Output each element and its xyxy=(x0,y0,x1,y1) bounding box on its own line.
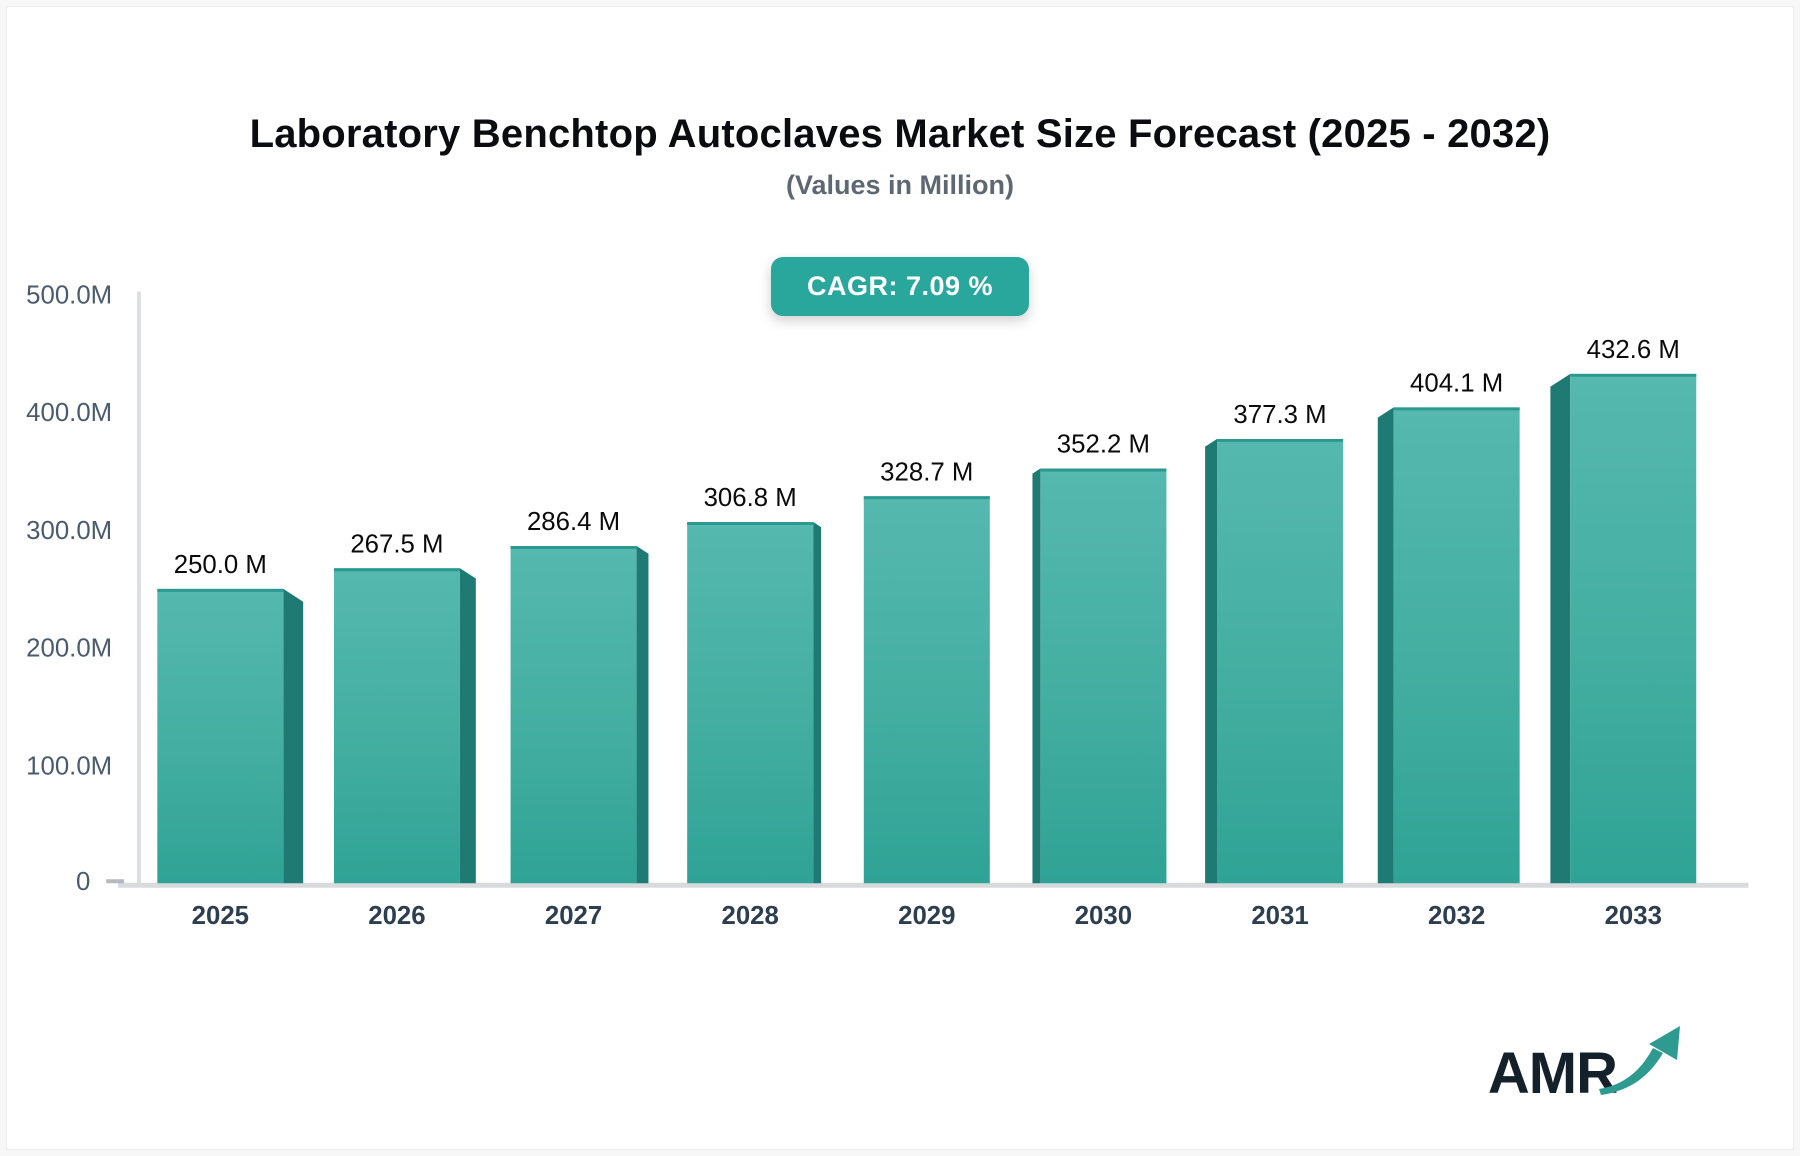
amr-logo: AMR xyxy=(1488,1025,1699,1103)
bar-value-label: 328.7 M xyxy=(880,458,973,486)
bar-2029 xyxy=(863,496,990,884)
y-axis-tick-label: 400.0M xyxy=(26,399,112,427)
bar-side-face xyxy=(1032,468,1041,884)
bar-chart: 500.0M 400.0M 300.0M 200.0M 100.0M 0 250.0 M 20… xyxy=(26,281,1749,930)
bar-2033 xyxy=(1570,373,1697,884)
amr-logo-text: AMR xyxy=(1487,1041,1618,1106)
bar-side-face xyxy=(636,546,649,884)
plot-area: 500.0M 400.0M 300.0M 200.0M 100.0M 0 250.0 M 20… xyxy=(26,281,1749,930)
chart-subtitle: (Values in Million) xyxy=(785,170,1015,200)
x-axis-year-label: 2027 xyxy=(545,902,602,930)
cagr-badge: CAGR: 7.09 % xyxy=(770,257,1030,316)
x-axis-year-label: 2028 xyxy=(721,902,778,930)
x-axis-year-label: 2033 xyxy=(1605,902,1662,930)
growth-arrow-icon xyxy=(1599,1026,1680,1095)
x-axis-year-label: 2026 xyxy=(368,902,425,930)
bar-value-label: 267.5 M xyxy=(350,531,443,559)
y-axis-tick-label: 100.0M xyxy=(26,752,112,780)
bar-value-label: 404.1 M xyxy=(1410,370,1503,398)
bar-side-face xyxy=(459,568,476,884)
bar-value-label: 377.3 M xyxy=(1233,401,1326,429)
bar-2027 xyxy=(510,546,637,884)
bar-value-label: 432.6 M xyxy=(1587,336,1680,364)
bar-side-face xyxy=(813,521,822,884)
x-axis-year-label: 2029 xyxy=(898,902,955,930)
chart-card: Laboratory Benchtop Autoclaves Market Si… xyxy=(6,6,1794,1150)
bar-2031 xyxy=(1217,438,1344,884)
bar-side-face xyxy=(1550,373,1571,884)
bar-value-label: 250.0 M xyxy=(174,551,267,579)
x-axis-year-label: 2032 xyxy=(1428,902,1485,930)
bar-2030 xyxy=(1040,468,1167,884)
bar-value-label: 352.2 M xyxy=(1057,431,1150,459)
bar-2028 xyxy=(687,521,814,884)
bar-2026 xyxy=(333,568,460,884)
bar-side-face xyxy=(1377,407,1394,884)
bar-value-label: 286.4 M xyxy=(527,508,620,536)
y-axis-tick-label: 300.0M xyxy=(26,517,112,545)
y-axis-tick-label: 500.0M xyxy=(26,281,112,309)
cagr-badge-label: CAGR: 7.09 % xyxy=(806,271,994,301)
bar-2025 xyxy=(157,588,284,884)
bar-value-label: 306.8 M xyxy=(704,484,797,512)
y-axis-tick-label: 0 xyxy=(76,868,90,896)
bar-side-face xyxy=(1205,438,1218,884)
bar-side-face xyxy=(283,588,304,884)
y-axis-tick-label: 200.0M xyxy=(26,635,112,663)
bar-2032 xyxy=(1393,407,1520,884)
x-axis-year-label: 2031 xyxy=(1251,902,1308,930)
x-axis-year-label: 2030 xyxy=(1075,902,1132,930)
chart-title: Laboratory Benchtop Autoclaves Market Si… xyxy=(249,112,1551,156)
x-axis-year-label: 2025 xyxy=(192,902,249,930)
